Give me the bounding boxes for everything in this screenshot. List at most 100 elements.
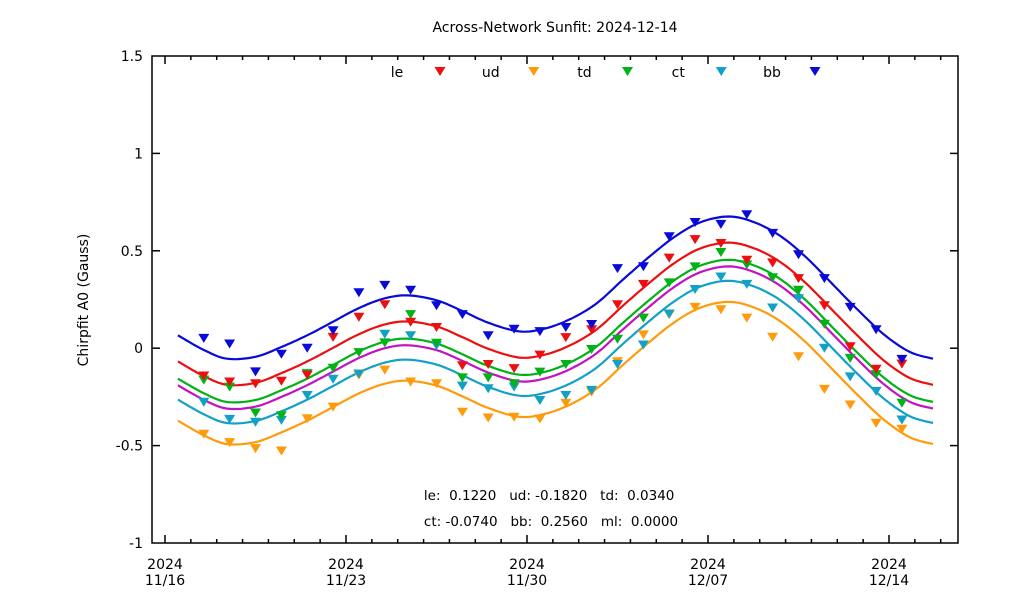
marker-point — [844, 302, 856, 312]
x-tick-label-date: 12/07 — [688, 573, 728, 589]
marker-point — [379, 280, 391, 290]
marker-point — [508, 379, 520, 389]
marker-point — [663, 309, 675, 319]
marker-point — [534, 327, 546, 337]
marker-point — [844, 372, 856, 382]
marker-point — [793, 274, 804, 284]
marker-point — [431, 301, 442, 311]
marker-point — [793, 285, 804, 295]
legend-item-ct: ct — [672, 65, 727, 81]
marker-point — [663, 253, 675, 263]
marker-point — [250, 417, 261, 427]
marker-point — [250, 367, 261, 377]
marker-point — [353, 312, 365, 322]
marker-point — [560, 333, 572, 343]
marker-point — [275, 411, 287, 421]
marker-point — [715, 272, 727, 282]
marker-point — [275, 349, 287, 359]
marker-point — [818, 301, 830, 311]
legend-marker-bb-icon — [809, 67, 821, 76]
x-tick-label-year: 2024 — [690, 557, 726, 573]
marker-point — [224, 414, 236, 424]
marker-point — [301, 370, 313, 380]
marker-point — [327, 374, 339, 384]
marker-point — [818, 384, 830, 394]
marker-point — [741, 279, 753, 289]
marker-point — [767, 303, 779, 313]
marker-point — [612, 264, 623, 274]
marker-point — [405, 285, 417, 295]
marker-point — [198, 371, 210, 381]
marker-point — [224, 339, 236, 349]
legend: le ud td ct bb — [391, 65, 821, 81]
x-tick-label-date: 11/30 — [507, 573, 547, 589]
marker-point — [818, 319, 830, 329]
marker-point — [456, 381, 468, 391]
marker-point — [844, 400, 856, 410]
y-tick-label: -1 — [129, 536, 143, 552]
x-tick-label-year: 2024 — [328, 557, 364, 573]
marker-point — [844, 353, 856, 363]
legend-marker-td-icon — [622, 67, 633, 76]
marker-point — [327, 332, 339, 342]
axis-ticks — [152, 56, 958, 543]
marker-point — [250, 379, 261, 389]
x-tick-label-date: 11/16 — [145, 573, 185, 589]
y-tick-label: 1.5 — [121, 49, 143, 65]
legend-marker-ct-icon — [715, 67, 727, 76]
markers-le — [198, 235, 908, 389]
marker-point — [637, 313, 649, 323]
legend-item-bb: bb — [763, 65, 821, 81]
tick-labels: -1-0.500.511.5202411/16202411/23202411/3… — [116, 49, 910, 589]
marker-point — [534, 367, 546, 377]
marker-point — [456, 407, 468, 417]
y-tick-label: 0 — [134, 341, 143, 357]
marker-point — [793, 352, 804, 362]
marker-point — [275, 376, 287, 386]
marker-point — [275, 415, 287, 425]
marker-point — [534, 350, 546, 360]
fit-curves — [177, 215, 934, 446]
marker-point — [482, 331, 494, 341]
marker-point — [689, 262, 701, 272]
marker-point — [896, 354, 908, 364]
marker-point — [456, 373, 468, 383]
marker-point — [637, 330, 649, 340]
marker-point — [767, 228, 779, 238]
x-tick-label-date: 11/23 — [326, 573, 366, 589]
marker-point — [431, 338, 442, 348]
marker-point — [715, 219, 727, 229]
marker-point — [870, 418, 882, 428]
marker-point — [405, 377, 417, 387]
marker-point — [482, 373, 494, 383]
marker-point — [534, 396, 546, 405]
marker-point — [767, 258, 779, 268]
marker-point — [560, 391, 572, 400]
marker-point — [793, 250, 804, 260]
marker-point — [818, 343, 830, 353]
marker-point — [793, 294, 804, 304]
curve-bb — [177, 215, 934, 361]
chart-title: Across-Network Sunfit: 2024-12-14 — [432, 20, 678, 36]
legend-label-ct: ct — [672, 65, 686, 81]
y-tick-label: -0.5 — [116, 439, 143, 455]
x-tick-label-year: 2024 — [147, 557, 183, 573]
marker-point — [327, 402, 339, 412]
marker-point — [379, 329, 391, 339]
legend-item-le: le — [391, 65, 446, 81]
marker-point — [689, 302, 701, 312]
marker-point — [327, 363, 339, 373]
marker-point — [456, 361, 468, 371]
legend-marker-ud-icon — [528, 67, 540, 76]
marker-point — [637, 262, 649, 272]
marker-point — [612, 334, 623, 344]
marker-point — [689, 285, 701, 294]
marker-point — [741, 260, 753, 270]
marker-point — [250, 408, 261, 418]
x-tick-label-year: 2024 — [509, 557, 545, 573]
annotation-line-1: le: 0.1220 ud: -0.1820 td: 0.0340 — [423, 488, 675, 504]
marker-point — [741, 210, 753, 220]
marker-point — [431, 323, 442, 332]
legend-label-td: td — [577, 65, 591, 81]
